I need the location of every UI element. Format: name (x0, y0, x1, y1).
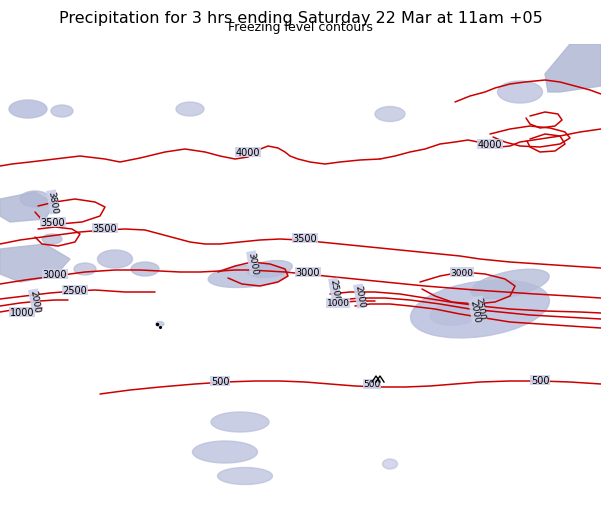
Text: 3500: 3500 (293, 233, 317, 243)
Text: 500: 500 (531, 375, 549, 385)
Text: 3000: 3000 (296, 268, 320, 277)
Text: 3000: 3000 (43, 270, 67, 279)
Ellipse shape (218, 468, 272, 484)
Text: 2000: 2000 (469, 299, 481, 323)
Ellipse shape (211, 412, 269, 432)
Ellipse shape (498, 82, 543, 104)
Ellipse shape (176, 103, 204, 117)
Ellipse shape (97, 250, 132, 269)
Ellipse shape (471, 270, 549, 299)
Text: Precipitation for 3 hrs ending Saturday 22 Mar at 11am +05: Precipitation for 3 hrs ending Saturday … (59, 11, 542, 26)
Text: 1000: 1000 (326, 299, 350, 308)
Polygon shape (0, 244, 70, 282)
Text: 2000: 2000 (29, 289, 41, 314)
Ellipse shape (410, 280, 549, 338)
Text: 3500: 3500 (41, 218, 66, 228)
Ellipse shape (208, 265, 288, 288)
Ellipse shape (9, 101, 47, 119)
Text: 3000: 3000 (246, 251, 260, 276)
Text: 3500: 3500 (93, 224, 117, 233)
Ellipse shape (382, 459, 397, 469)
Text: 500: 500 (364, 380, 380, 389)
Ellipse shape (131, 263, 159, 276)
Text: 3800: 3800 (46, 190, 59, 215)
Ellipse shape (20, 191, 50, 208)
Text: Freezing level contours: Freezing level contours (228, 21, 373, 34)
Ellipse shape (248, 261, 292, 278)
Ellipse shape (156, 322, 164, 327)
Ellipse shape (74, 264, 96, 275)
Text: 4000: 4000 (236, 147, 260, 158)
Text: 1000: 1000 (10, 308, 34, 317)
Text: 4000: 4000 (478, 140, 502, 149)
Ellipse shape (430, 303, 480, 326)
Polygon shape (545, 45, 601, 93)
Text: 2000: 2000 (353, 284, 367, 309)
Ellipse shape (375, 107, 405, 122)
Text: 2500: 2500 (329, 278, 341, 302)
Ellipse shape (42, 234, 62, 244)
Ellipse shape (51, 106, 73, 118)
Polygon shape (0, 192, 55, 223)
Text: 2500: 2500 (63, 285, 87, 295)
Ellipse shape (192, 441, 257, 463)
Text: 500: 500 (211, 376, 229, 386)
Text: 2500: 2500 (474, 296, 486, 320)
Text: 3000: 3000 (451, 268, 474, 277)
